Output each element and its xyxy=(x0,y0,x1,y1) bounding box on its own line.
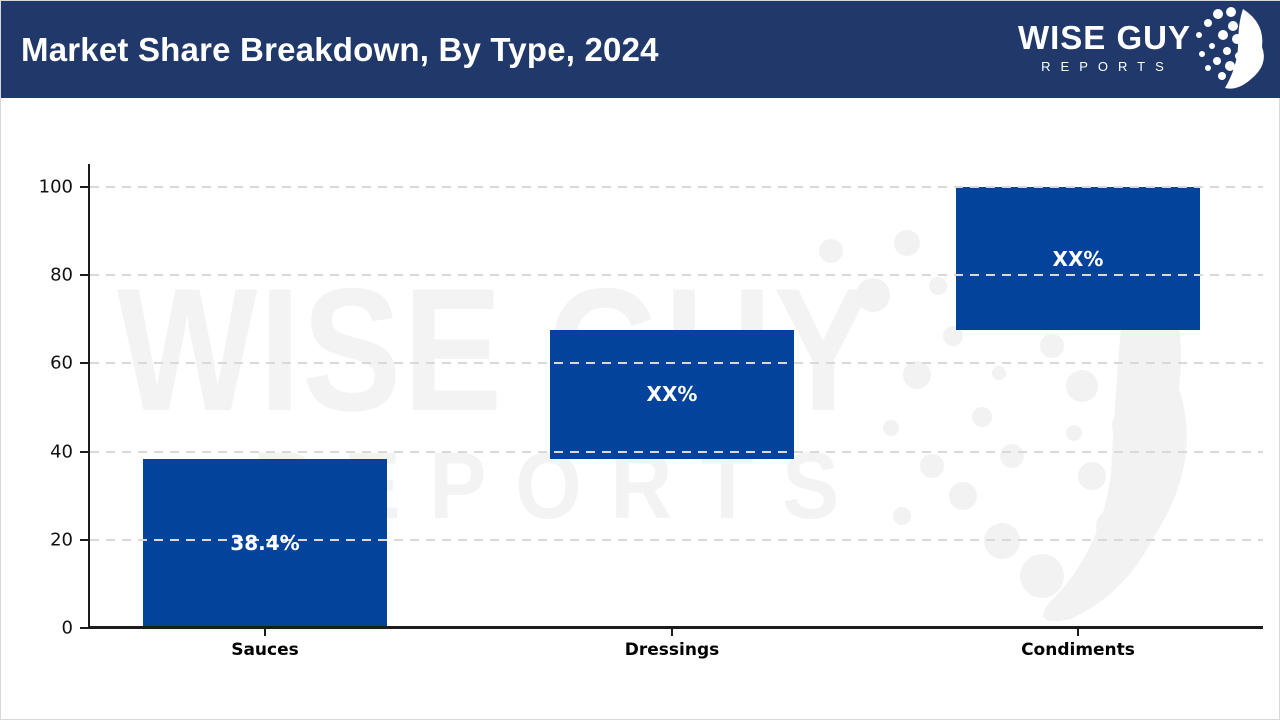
x-axis-tick-sauces xyxy=(264,629,266,636)
x-axis-line xyxy=(88,626,1263,629)
gridline-100 xyxy=(90,186,1263,188)
bar-dressings xyxy=(550,330,794,459)
x-axis-tick-condiments xyxy=(1077,629,1079,636)
bar-label-condiments: XX% xyxy=(1052,246,1104,271)
category-label-sauces: Sauces xyxy=(231,640,299,660)
brand-head-icon xyxy=(1196,7,1264,89)
bar-condiments xyxy=(956,187,1200,331)
bar-label-dressings: XX% xyxy=(646,382,698,407)
bar-sauces xyxy=(143,458,387,628)
brand-logo-name: WISE GUY xyxy=(1017,19,1191,56)
y-tick-label-0: 0 xyxy=(61,617,73,639)
y-axis-tick-0 xyxy=(80,627,88,629)
category-label-dressings: Dressings xyxy=(624,640,720,660)
y-axis-tick-40 xyxy=(80,450,88,453)
y-axis-tick-100 xyxy=(80,186,88,188)
gridline-60 xyxy=(90,362,1263,365)
category-label-condiments: Condiments xyxy=(1021,640,1135,660)
y-tick-label-60: 60 xyxy=(50,352,73,374)
gridline-80 xyxy=(90,274,1263,277)
y-tick-label-80: 80 xyxy=(50,264,73,286)
brand-logo: WISE GUY REPORTS xyxy=(1009,5,1269,95)
y-tick-label-100: 100 xyxy=(38,176,73,198)
y-tick-label-40: 40 xyxy=(50,441,73,463)
y-axis-tick-20 xyxy=(80,538,88,541)
x-axis-tick-dressings xyxy=(671,629,673,636)
gridline-40 xyxy=(90,450,1263,453)
page-title: Market Share Breakdown, By Type, 2024 xyxy=(21,30,659,68)
y-axis-tick-60 xyxy=(80,362,88,365)
brand-logo-text: WISE GUY REPORTS xyxy=(1018,19,1191,74)
bar-label-sauces: 38.4% xyxy=(230,531,300,556)
y-axis-tick-80 xyxy=(80,274,88,277)
gridline-20 xyxy=(90,538,1263,541)
y-tick-label-20: 20 xyxy=(50,529,73,551)
y-axis-line xyxy=(88,164,90,629)
brand-logo-subtitle: REPORTS xyxy=(1041,59,1174,74)
header-bar: Market Share Breakdown, By Type, 2024 WI… xyxy=(1,1,1280,98)
